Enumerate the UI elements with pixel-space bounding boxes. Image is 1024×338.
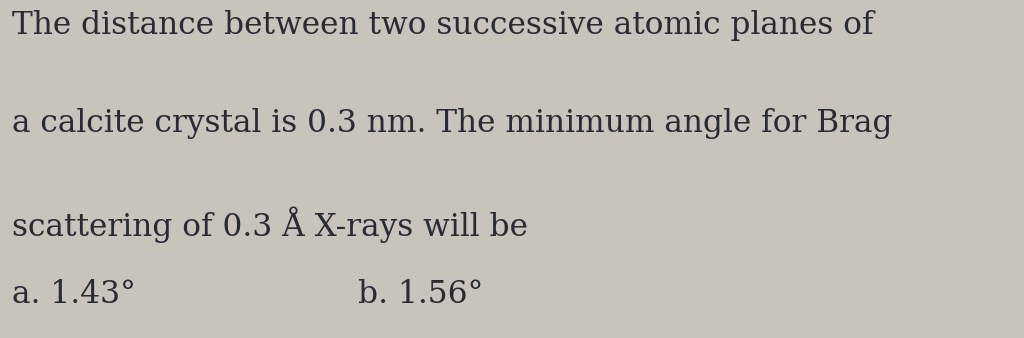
Text: b. 1.56°: b. 1.56°: [358, 279, 483, 310]
Text: a. 1.43°: a. 1.43°: [12, 279, 136, 310]
Text: The distance between two successive atomic planes of: The distance between two successive atom…: [12, 10, 873, 41]
Text: a calcite crystal is 0.3 nm. The minimum angle for Brag: a calcite crystal is 0.3 nm. The minimum…: [12, 108, 893, 139]
Text: scattering of 0.3 Å X-rays will be: scattering of 0.3 Å X-rays will be: [12, 206, 528, 243]
